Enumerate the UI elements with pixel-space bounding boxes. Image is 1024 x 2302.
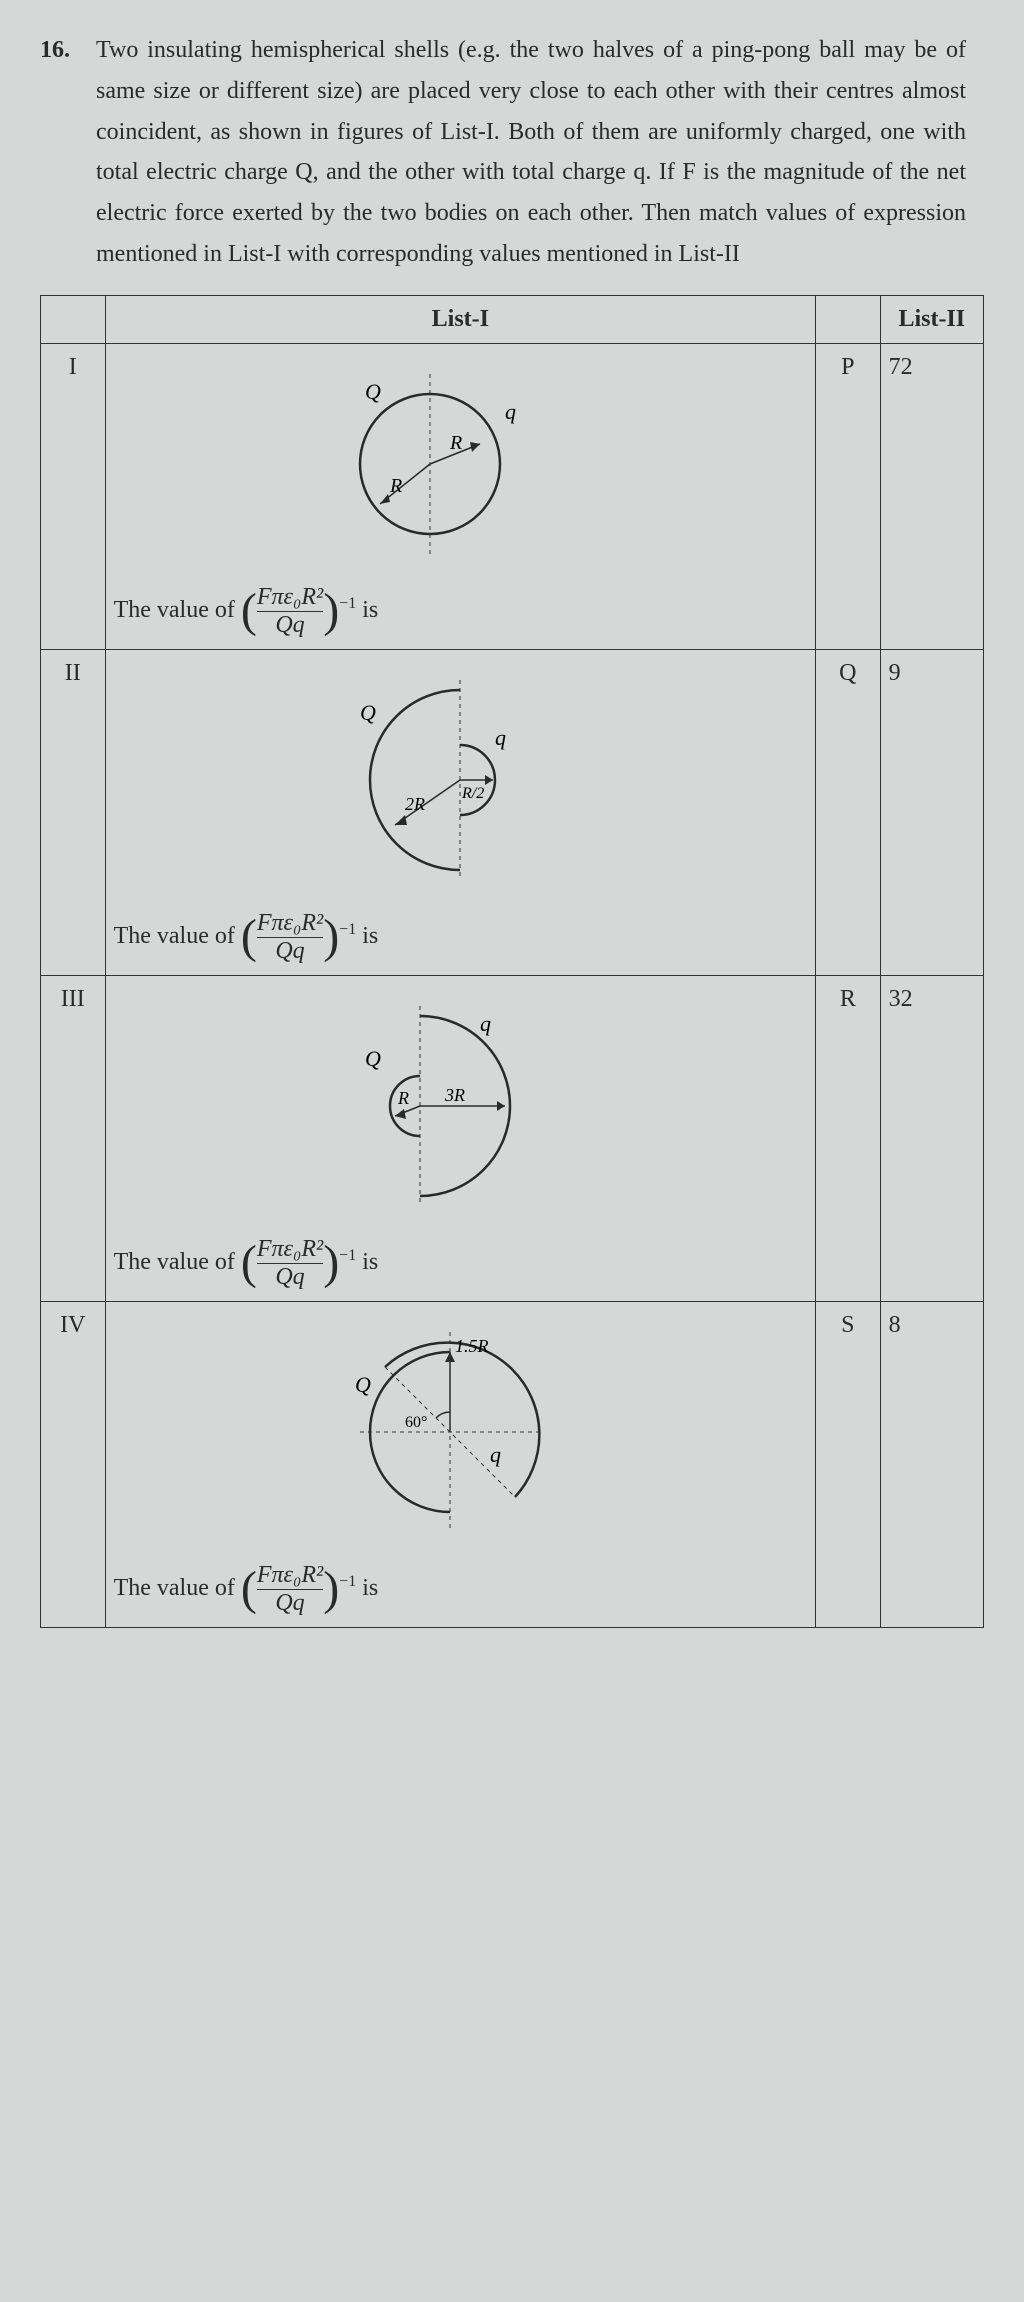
label-R1: R [389,475,402,497]
match-table: List-I List-II I Q q R R The value of ( [40,295,984,1628]
label-q: q [490,1442,501,1467]
label-q: q [480,1011,491,1036]
exponent: −1 [339,1573,356,1590]
table-row: IV Q q 1.5R 60° The value of ( Fπε₀R² [41,1301,984,1627]
label-Q: Q [365,1046,381,1071]
diagram-row3: Q q R 3R [310,996,610,1216]
diagram-row1: Q q R R [310,364,610,564]
frac-den: Qq [275,612,304,638]
frac-num: Fπε₀R² [257,584,323,610]
value-expression: The value of ( Fπε₀R² Qq )−1 is [114,584,807,639]
blank-header [41,295,106,343]
label-q: q [495,725,506,750]
exponent: −1 [339,1247,356,1264]
paren-icon: ( [241,913,257,961]
label-Q: Q [365,379,381,404]
value-suffix: is [362,923,378,949]
fraction: Fπε₀R² Qq [257,1236,323,1291]
table-row: I Q q R R The value of ( Fπε₀R² [41,343,984,649]
value-prefix: The value of [114,1575,235,1601]
table-row: III Q q R 3R The value of ( Fπε₀R² [41,975,984,1301]
label-Q: Q [360,700,376,725]
label-Q: Q [355,1372,371,1397]
label-angle: 60° [405,1414,427,1431]
label-R1: R [397,1088,409,1108]
frac-num: Fπε₀R² [257,1562,323,1588]
paren-icon: ( [241,1565,257,1613]
fraction: Fπε₀R² Qq [257,910,323,965]
list1-cell: Q q R R The value of ( Fπε₀R² Qq )−1 is [105,343,815,649]
list1-cell: Q q R 3R The value of ( Fπε₀R² Qq )−1 is [105,975,815,1301]
diagram-row4: Q q 1.5R 60° [310,1322,610,1542]
frac-num: Fπε₀R² [257,1236,323,1262]
answer-cell: 72 [880,343,983,649]
value-prefix: The value of [114,1249,235,1275]
question-block: 16. Two insulating hemispherical shells … [40,30,984,275]
fraction: Fπε₀R² Qq [257,584,323,639]
frac-den: Qq [275,938,304,964]
label-R2: R [449,432,462,454]
answer-cell: 32 [880,975,983,1301]
letter-cell: R [816,975,881,1301]
exponent: −1 [339,595,356,612]
list1-cell: Q q 2R R/2 The value of ( Fπε₀R² Qq )−1 … [105,649,815,975]
value-prefix: The value of [114,923,235,949]
roman-cell: III [41,975,106,1301]
label-R1: 1.5R [455,1336,489,1356]
frac-den: Qq [275,1264,304,1290]
paren-icon: ( [241,1239,257,1287]
paren-icon: ) [323,587,339,635]
roman-cell: IV [41,1301,106,1627]
diagram-row2: Q q 2R R/2 [310,670,610,890]
roman-cell: II [41,649,106,975]
paren-icon: ) [323,913,339,961]
paren-icon: ) [323,1565,339,1613]
header-row: List-I List-II [41,295,984,343]
value-suffix: is [362,597,378,623]
exponent: −1 [339,921,356,938]
label-R2: R/2 [461,785,484,802]
paren-icon: ) [323,1239,339,1287]
label-R1: 2R [405,794,425,814]
value-expression: The value of ( Fπε₀R² Qq )−1 is [114,1236,807,1291]
letter-cell: P [816,343,881,649]
roman-cell: I [41,343,106,649]
answer-cell: 8 [880,1301,983,1627]
label-q: q [505,399,516,424]
question-number: 16. [40,30,90,71]
table-row: II Q q 2R R/2 The value of ( Fπε₀R² [41,649,984,975]
frac-num: Fπε₀R² [257,910,323,936]
question-text: Two insulating hemispherical shells (e.g… [96,30,966,275]
list1-header: List-I [105,295,815,343]
answer-cell: 9 [880,649,983,975]
value-prefix: The value of [114,597,235,623]
blank-header2 [816,295,881,343]
value-expression: The value of ( Fπε₀R² Qq )−1 is [114,1562,807,1617]
letter-cell: S [816,1301,881,1627]
fraction: Fπε₀R² Qq [257,1562,323,1617]
list1-cell: Q q 1.5R 60° The value of ( Fπε₀R² Qq )−… [105,1301,815,1627]
frac-den: Qq [275,1590,304,1616]
value-suffix: is [362,1249,378,1275]
letter-cell: Q [816,649,881,975]
list2-header: List-II [880,295,983,343]
value-suffix: is [362,1575,378,1601]
value-expression: The value of ( Fπε₀R² Qq )−1 is [114,910,807,965]
paren-icon: ( [241,587,257,635]
label-R2: 3R [444,1085,465,1105]
